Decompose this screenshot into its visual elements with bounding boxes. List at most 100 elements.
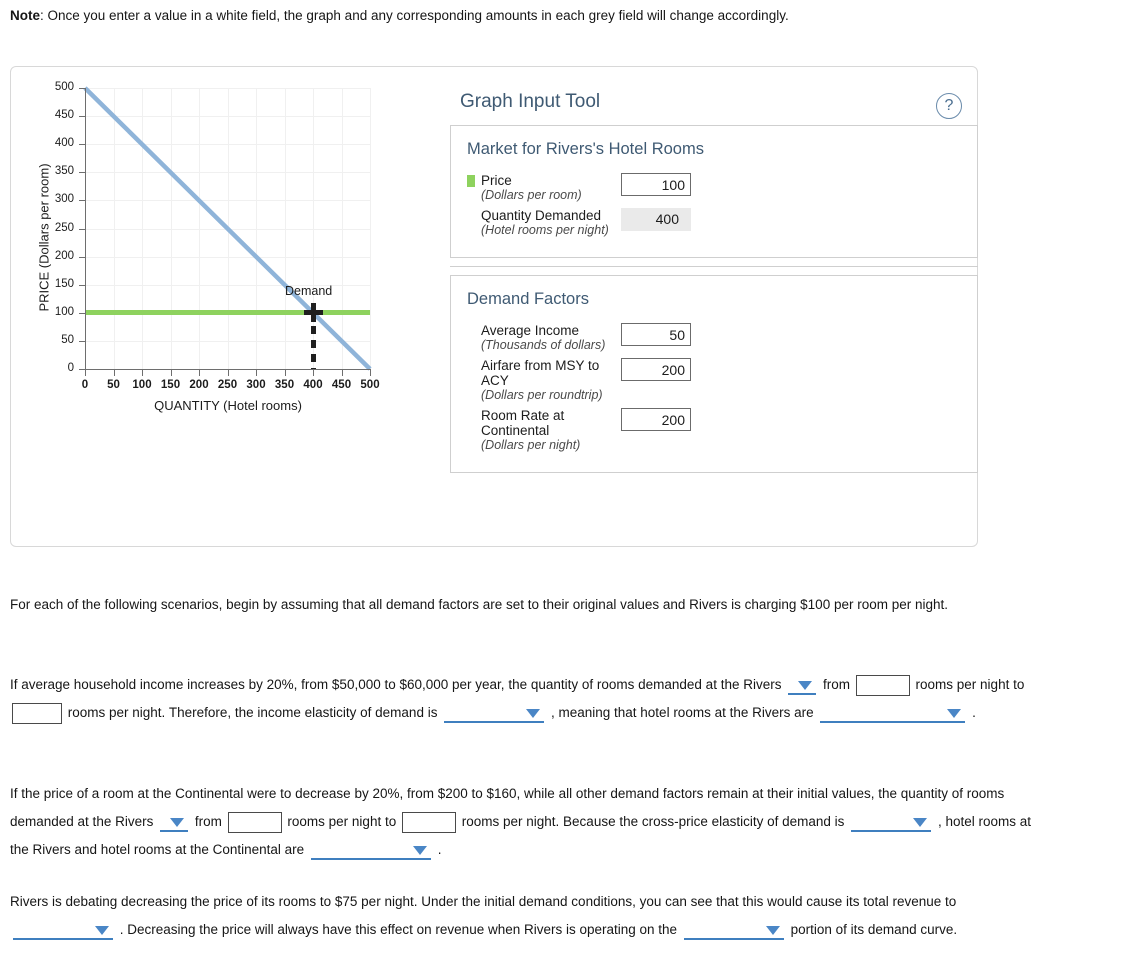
price-color-swatch xyxy=(467,175,475,187)
note-text: : Once you enter a value in a white fiel… xyxy=(40,8,789,23)
airfare-input[interactable] xyxy=(621,358,691,381)
chart-y-axis xyxy=(85,88,86,370)
goods-relationship-dropdown[interactable] xyxy=(310,841,431,860)
p3-text-c: rooms per night to xyxy=(287,814,397,829)
paragraph-cross-price-elasticity: If the price of a room at the Continenta… xyxy=(10,780,1050,864)
y-tick xyxy=(79,88,85,89)
x-tick xyxy=(170,370,172,376)
x-tick-label: 500 xyxy=(360,379,380,391)
cross-direction-dropdown[interactable] xyxy=(160,813,189,832)
y-tick xyxy=(79,200,85,202)
p3-text-d: rooms per night. Because the cross-price… xyxy=(461,814,845,829)
y-tick xyxy=(79,144,85,146)
quantity-dropline xyxy=(310,312,316,369)
demand-factors-title: Demand Factors xyxy=(467,290,589,308)
airfare-label-text: Airfare from MSY to ACY xyxy=(481,358,600,388)
revenue-change-dropdown[interactable] xyxy=(13,921,113,940)
price-input[interactable] xyxy=(621,173,691,196)
x-tick xyxy=(370,370,371,376)
y-tick xyxy=(79,116,85,118)
y-tick xyxy=(79,256,85,258)
y-tick-label: 150 xyxy=(54,277,74,290)
average-income-row: Average Income (Thousands of dollars) xyxy=(467,323,965,352)
good-type-dropdown[interactable] xyxy=(820,704,966,723)
quantity-demanded-label-text: Quantity Demanded xyxy=(481,208,602,223)
gridline-h xyxy=(85,144,370,146)
y-tick-label: 400 xyxy=(54,137,74,150)
y-tick-label: 200 xyxy=(54,249,74,262)
paragraph-income-elasticity: If average household income increases by… xyxy=(10,671,1050,727)
chart-x-axis xyxy=(85,369,371,370)
demand-curve-label: Demand xyxy=(285,284,333,298)
average-income-unit-text: (Thousands of dollars) xyxy=(481,338,606,352)
y-tick xyxy=(79,172,85,174)
y-tick-label: 450 xyxy=(54,109,74,122)
p2-text-a: If average household income increases by… xyxy=(10,677,782,692)
p2-text-e: , meaning that hotel rooms at the Rivers… xyxy=(550,705,814,720)
y-tick-label: 500 xyxy=(54,81,74,93)
x-tick xyxy=(227,370,229,376)
y-tick-label: 250 xyxy=(54,221,74,234)
x-tick xyxy=(256,370,257,376)
market-section-title: Market for Rivers's Hotel Rooms xyxy=(467,140,704,158)
continental-rate-row: Room Rate at Continental (Dollars per ni… xyxy=(467,408,965,452)
graph-input-tool-title: Graph Input Tool xyxy=(460,91,601,112)
x-tick xyxy=(341,370,343,376)
p4-text-b: . Decreasing the price will always have … xyxy=(119,922,678,937)
gridline-h xyxy=(85,284,370,286)
price-label-text: Price xyxy=(481,173,512,188)
continental-rate-label: Room Rate at Continental (Dollars per ni… xyxy=(467,408,619,452)
y-tick xyxy=(79,340,85,342)
continental-rate-input[interactable] xyxy=(621,408,691,431)
gridline-h xyxy=(85,88,370,89)
x-tick xyxy=(313,370,314,376)
cross-qty-to-input[interactable] xyxy=(401,811,456,833)
x-tick xyxy=(113,370,115,376)
continental-rate-label-text: Room Rate at Continental xyxy=(481,408,565,438)
y-tick-label: 0 xyxy=(67,362,74,374)
demand-curve-portion-dropdown[interactable] xyxy=(683,921,784,940)
income-qty-to-input[interactable] xyxy=(12,702,62,724)
cross-elasticity-dropdown[interactable] xyxy=(851,813,932,832)
gridline-h xyxy=(85,256,370,258)
gridline-v xyxy=(370,88,371,369)
x-tick xyxy=(284,370,286,376)
quantity-demanded-label: Quantity Demanded (Hotel rooms per night… xyxy=(467,208,619,237)
y-tick-label: 100 xyxy=(54,305,74,318)
x-tick-label: 300 xyxy=(246,379,266,391)
x-tick-label: 100 xyxy=(132,379,152,391)
gridline-h xyxy=(85,116,370,118)
x-tick xyxy=(85,370,86,376)
p3-text-e: , hotel rooms at the Rivers and hotel ro… xyxy=(10,814,1032,857)
income-qty-from-input[interactable] xyxy=(855,674,910,696)
cross-qty-from-input[interactable] xyxy=(227,811,282,833)
gridline-h xyxy=(85,340,370,342)
p2-text-b: from xyxy=(823,677,850,692)
note-line: Note: Once you enter a value in a white … xyxy=(10,7,789,25)
average-income-input[interactable] xyxy=(621,323,691,346)
demand-curve xyxy=(83,86,372,371)
x-tick xyxy=(199,370,200,376)
y-tick xyxy=(79,228,85,230)
y-tick xyxy=(79,284,85,286)
airfare-unit-text: (Dollars per roundtrip) xyxy=(481,388,603,402)
price-row: Price (Dollars per room) xyxy=(467,173,965,202)
p2-text-d: rooms per night. Therefore, the income e… xyxy=(67,705,438,720)
income-elasticity-dropdown[interactable] xyxy=(444,704,545,723)
question-mark-icon[interactable]: ? xyxy=(936,93,962,119)
y-tick-label: 300 xyxy=(54,193,74,206)
gridline-h xyxy=(85,172,370,174)
average-income-label-text: Average Income xyxy=(481,323,580,338)
paragraph-intro: For each of the following scenarios, beg… xyxy=(10,591,1050,619)
income-direction-dropdown[interactable] xyxy=(788,676,817,695)
airfare-row: Airfare from MSY to ACY (Dollars per rou… xyxy=(467,358,965,402)
airfare-label: Airfare from MSY to ACY (Dollars per rou… xyxy=(467,358,619,402)
p3-text-b: from xyxy=(194,814,222,829)
x-tick-label: 250 xyxy=(217,379,238,391)
x-tick-label: 200 xyxy=(189,379,209,391)
p4-text-a: Rivers is debating decreasing the price … xyxy=(10,894,957,909)
p2-text-c: rooms per night to xyxy=(915,677,1025,692)
x-tick-label: 350 xyxy=(274,379,295,391)
price-label: Price (Dollars per room) xyxy=(467,173,619,202)
x-tick-label: 50 xyxy=(107,379,120,391)
